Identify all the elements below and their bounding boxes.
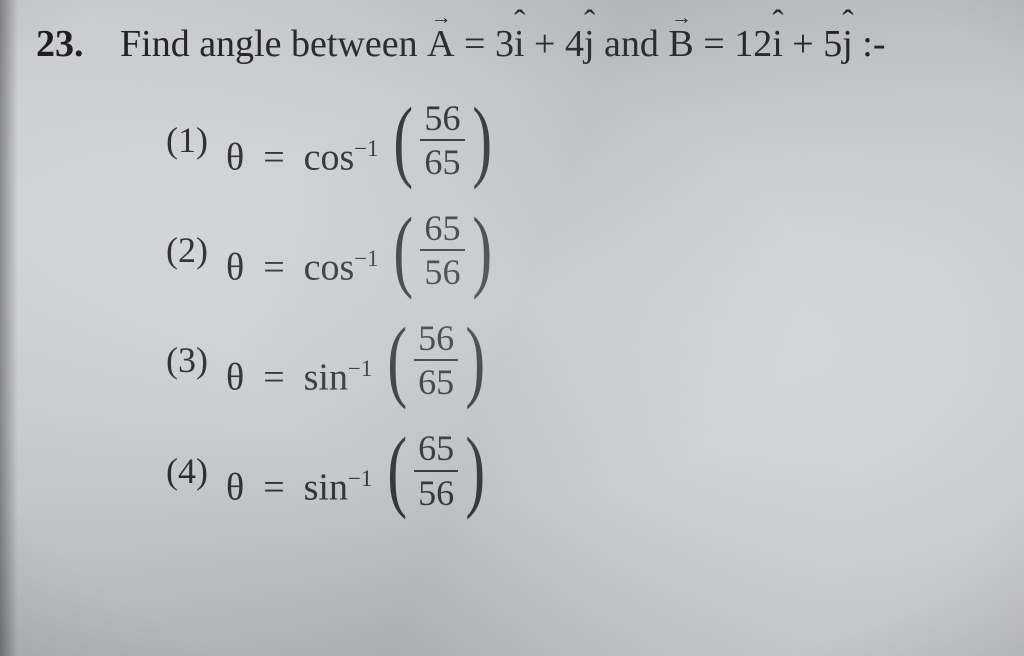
fraction-numerator: 65: [414, 430, 458, 466]
function-exponent: −1: [354, 246, 378, 271]
left-paren-icon: (: [393, 214, 413, 287]
question-suffix: :-: [862, 23, 885, 65]
plus-sign: +: [792, 23, 823, 65]
unit-i-hat: i: [514, 22, 525, 66]
option-expression: θ = sin−1 ( 56 65 ): [226, 320, 491, 400]
function-name: cos: [304, 247, 355, 289]
paren-group: ( 56 65 ): [388, 100, 497, 180]
right-paren-icon: ): [472, 104, 492, 177]
equals-sign: =: [464, 23, 495, 65]
paren-group: ( 65 56 ): [382, 430, 491, 510]
fraction-bar-icon: [414, 359, 458, 361]
option-1: (1) θ = cos−1 ( 56 65 ): [166, 100, 988, 180]
function-exponent: −1: [348, 466, 372, 491]
theta-symbol: θ: [226, 247, 244, 289]
option-3: (3) θ = sin−1 ( 56 65 ): [166, 320, 988, 400]
fraction: 65 56: [420, 210, 464, 290]
fraction-denominator: 65: [414, 364, 458, 400]
paren-group: ( 56 65 ): [382, 320, 491, 400]
page: 23. Find angle between A = 3i + 4j and B…: [0, 0, 1024, 656]
right-paren-icon: ): [466, 434, 486, 507]
theta-symbol: θ: [226, 467, 244, 509]
left-paren-icon: (: [393, 104, 413, 177]
left-paren-icon: (: [387, 324, 407, 397]
unit-i-hat: i: [772, 22, 783, 66]
option-label: (1): [166, 119, 208, 161]
unit-j-hat: j: [842, 22, 853, 66]
theta-symbol: θ: [226, 357, 244, 399]
option-expression: θ = sin−1 ( 65 56 ): [226, 430, 491, 510]
paren-group: ( 65 56 ): [388, 210, 497, 290]
fraction-denominator: 65: [420, 144, 464, 180]
right-paren-icon: ): [466, 324, 486, 397]
option-label: (2): [166, 229, 208, 271]
question-text: Find angle between A = 3i + 4j and B = 1…: [120, 20, 886, 66]
fraction-denominator: 56: [420, 254, 464, 290]
fraction: 65 56: [414, 430, 458, 510]
fraction: 56 65: [414, 320, 458, 400]
fraction-denominator: 56: [414, 475, 458, 511]
theta-symbol: θ: [226, 137, 244, 179]
fraction-numerator: 56: [414, 320, 458, 356]
vector-b-i-coeff: 12: [734, 23, 772, 65]
option-expression: θ = cos−1 ( 56 65 ): [226, 100, 497, 180]
option-label: (3): [166, 339, 208, 381]
fraction-numerator: 56: [420, 100, 464, 136]
fraction-bar-icon: [420, 249, 464, 251]
function-exponent: −1: [348, 356, 372, 381]
vector-a-i-coeff: 3: [495, 23, 514, 65]
fraction-numerator: 65: [420, 210, 464, 246]
question-prefix: Find angle between: [120, 23, 427, 65]
vector-a-j-coeff: 4: [565, 23, 584, 65]
plus-sign: +: [534, 23, 565, 65]
options-list: (1) θ = cos−1 ( 56 65 ) (2) θ: [166, 100, 988, 511]
vector-b-symbol: B: [668, 20, 693, 66]
option-label: (4): [166, 450, 208, 492]
equals-sign: =: [703, 23, 734, 65]
vector-b-j-coeff: 5: [823, 23, 842, 65]
option-expression: θ = cos−1 ( 65 56 ): [226, 210, 497, 290]
vector-a-symbol: A: [427, 20, 454, 66]
question-mid: and: [604, 23, 668, 65]
function-exponent: −1: [354, 136, 378, 161]
option-2: (2) θ = cos−1 ( 65 56 ): [166, 210, 988, 290]
fraction-bar-icon: [414, 470, 458, 472]
right-paren-icon: ): [472, 214, 492, 287]
function-name: sin: [304, 357, 348, 399]
left-paren-icon: (: [387, 434, 407, 507]
question-number: 23.: [36, 22, 92, 66]
fraction: 56 65: [420, 100, 464, 180]
question-row: 23. Find angle between A = 3i + 4j and B…: [36, 20, 988, 66]
fraction-bar-icon: [420, 139, 464, 141]
function-name: cos: [304, 137, 355, 179]
unit-j-hat: j: [584, 22, 595, 66]
option-4: (4) θ = sin−1 ( 65 56 ): [166, 430, 988, 510]
function-name: sin: [304, 467, 348, 509]
